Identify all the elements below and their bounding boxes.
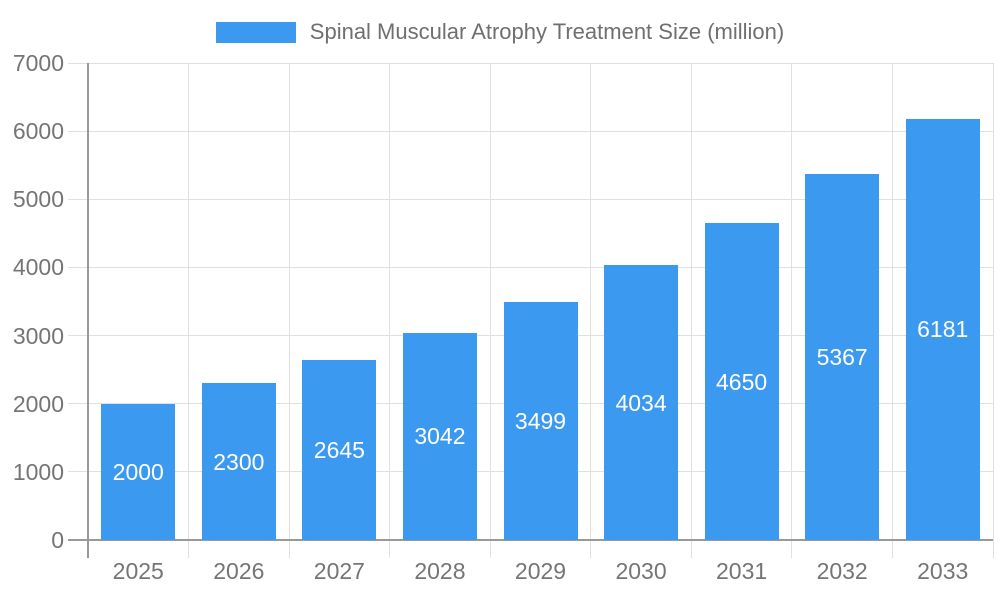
- x-tick-label: 2028: [414, 558, 466, 584]
- x-tick-label: 2025: [112, 558, 164, 584]
- x-tick-label: 2032: [816, 558, 868, 584]
- legend-label: Spinal Muscular Atrophy Treatment Size (…: [309, 19, 785, 44]
- bar-value-label: 5367: [816, 344, 868, 371]
- bar-value-label: 2300: [213, 448, 265, 475]
- x-tick-label: 2031: [716, 558, 768, 584]
- y-tick-label: 2000: [12, 390, 64, 417]
- y-tick-label: 1000: [12, 458, 64, 485]
- x-tick-label: 2030: [615, 558, 667, 584]
- bar[interactable]: [402, 332, 477, 540]
- y-tick-label: 6000: [12, 118, 64, 145]
- gridline-vertical: [590, 63, 592, 558]
- gridline-vertical: [288, 63, 290, 558]
- y-tick-label: 0: [51, 527, 64, 553]
- bar-value-label: 3499: [514, 407, 567, 434]
- x-axis-line: [68, 539, 993, 541]
- bar[interactable]: [201, 383, 276, 540]
- gridline-vertical: [389, 63, 391, 558]
- legend-swatch-icon: [215, 21, 296, 43]
- bar[interactable]: [604, 265, 679, 540]
- gridline-horizontal: [68, 130, 993, 132]
- gridline-vertical: [489, 63, 491, 558]
- bar-value-label: 2000: [112, 458, 164, 485]
- gridline-horizontal: [68, 62, 993, 64]
- x-tick-label: 2027: [313, 558, 365, 584]
- bar[interactable]: [101, 403, 176, 540]
- gridline-vertical: [188, 63, 190, 558]
- bar[interactable]: [503, 301, 578, 540]
- y-tick-label: 5000: [12, 186, 64, 213]
- x-tick-label: 2033: [917, 558, 969, 584]
- gridline-vertical: [791, 63, 793, 558]
- gridline-vertical: [891, 63, 893, 558]
- bar-value-label: 4034: [615, 389, 667, 416]
- bar[interactable]: [805, 174, 880, 540]
- gridline-horizontal: [68, 198, 993, 200]
- y-tick-label: 7000: [12, 50, 64, 76]
- gridline-vertical: [690, 63, 692, 558]
- bar-value-label: 2645: [313, 436, 365, 463]
- legend[interactable]: Spinal Muscular Atrophy Treatment Size (…: [0, 20, 1000, 44]
- y-tick-label: 4000: [12, 254, 64, 281]
- x-tick-label: 2029: [514, 558, 567, 584]
- bar-value-label: 4650: [716, 368, 768, 395]
- y-tick-label: 3000: [12, 322, 64, 349]
- bar[interactable]: [905, 118, 980, 540]
- bar-value-label: 3042: [414, 423, 466, 450]
- gridline-horizontal: [68, 266, 993, 268]
- gridline-vertical: [992, 63, 994, 558]
- bar-value-label: 6181: [917, 316, 969, 343]
- bar[interactable]: [302, 359, 377, 540]
- x-tick-label: 2026: [213, 558, 265, 584]
- y-axis-line: [87, 63, 89, 558]
- bar[interactable]: [704, 223, 779, 540]
